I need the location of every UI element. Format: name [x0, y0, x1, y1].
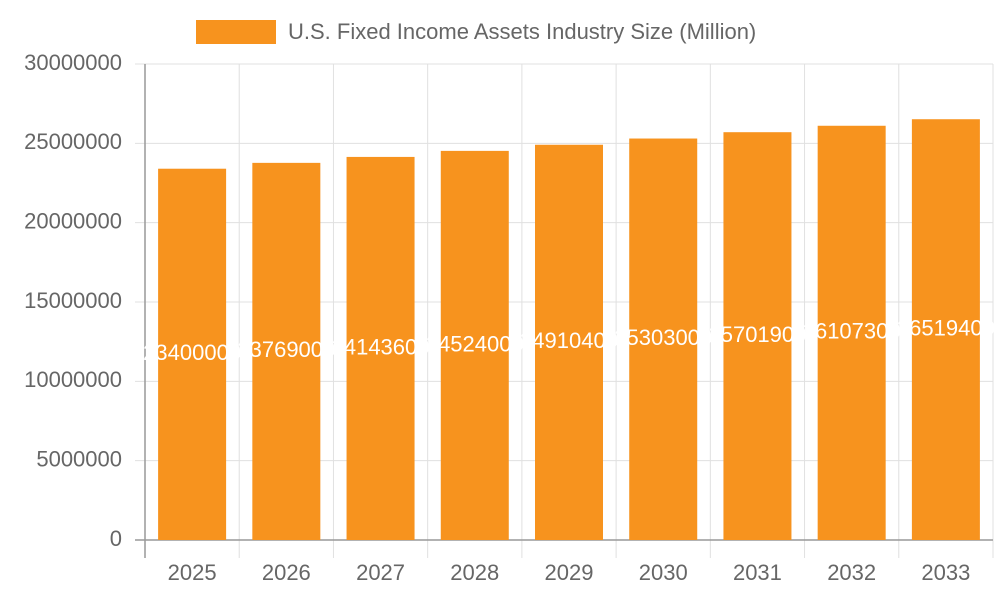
bar — [440, 150, 509, 540]
value-label: 24524000 — [426, 331, 524, 356]
bar — [817, 125, 886, 541]
y-tick-label: 20000000 — [24, 208, 122, 233]
bar — [535, 144, 603, 540]
bar — [723, 132, 792, 540]
x-tick-label: 2025 — [168, 560, 217, 585]
y-tick-label: 15000000 — [24, 288, 122, 313]
y-tick-label: 5000000 — [36, 446, 122, 471]
y-tick-label: 30000000 — [24, 50, 122, 75]
bar — [911, 119, 980, 540]
bar — [629, 138, 698, 540]
x-tick-label: 2031 — [733, 560, 782, 585]
bar — [346, 156, 415, 540]
x-tick-label: 2028 — [450, 560, 499, 585]
value-label: 25701900 — [708, 322, 806, 347]
x-tick-label: 2027 — [356, 560, 405, 585]
x-tick-label: 2032 — [827, 560, 876, 585]
bar — [252, 162, 321, 540]
x-tick-label: 2026 — [262, 560, 311, 585]
value-label: 23769000 — [237, 337, 335, 362]
value-label: 24910400 — [520, 328, 618, 353]
y-tick-label: 10000000 — [24, 367, 122, 392]
x-tick-label: 2030 — [639, 560, 688, 585]
legend-swatch — [196, 20, 276, 44]
value-label: 24143600 — [332, 334, 430, 359]
legend-label: U.S. Fixed Income Assets Industry Size (… — [288, 19, 756, 44]
value-label: 25303000 — [614, 325, 712, 350]
value-label: 26107300 — [803, 319, 901, 344]
x-tick-label: 2033 — [921, 560, 970, 585]
value-label: 23400000 — [143, 340, 241, 365]
bar — [158, 168, 227, 540]
y-tick-label: 25000000 — [24, 129, 122, 154]
x-tick-label: 2029 — [545, 560, 594, 585]
value-label: 26519400 — [897, 315, 995, 340]
y-tick-label: 0 — [110, 526, 122, 551]
